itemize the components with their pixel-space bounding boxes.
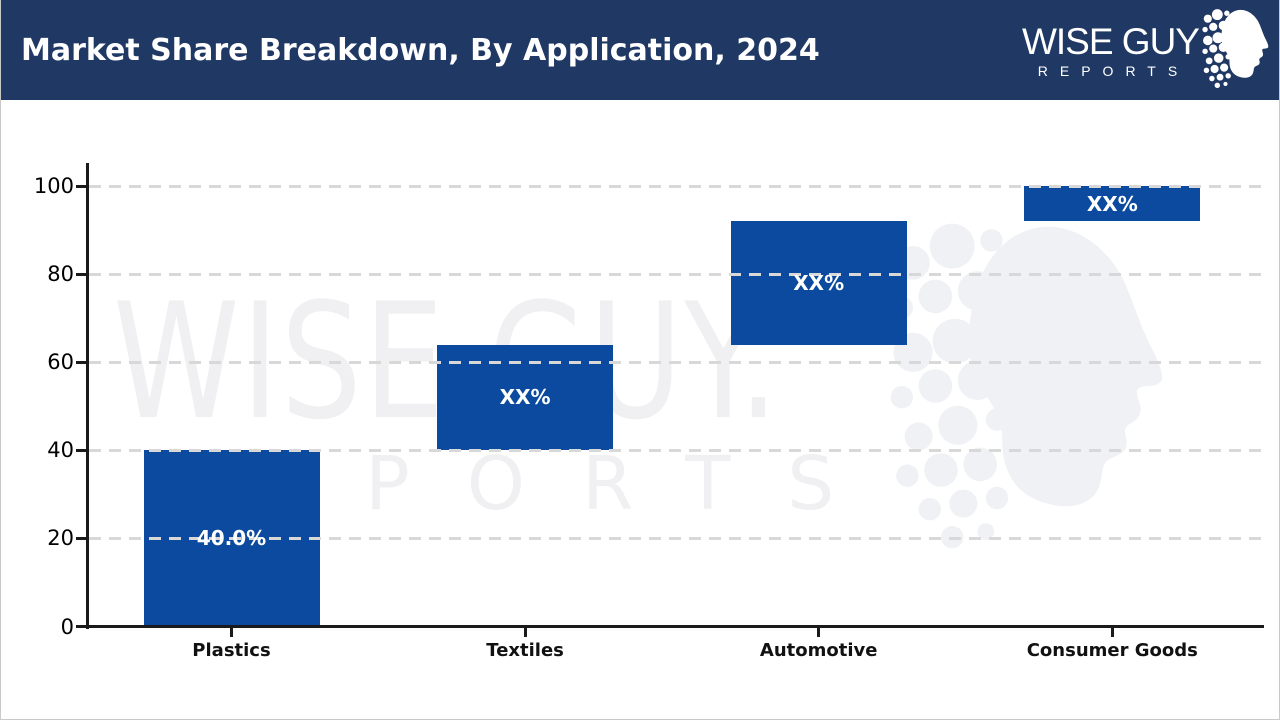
x-tick-label-0: Plastics (192, 640, 271, 661)
y-tick-label-40: 40 (47, 438, 74, 463)
x-tick-label-2: Automotive (759, 640, 878, 661)
logo-wordmark: WISE GUY (1021, 20, 1200, 62)
x-axis-line (86, 625, 1264, 628)
y-tick-40 (76, 448, 86, 452)
y-tick-label-60: 60 (47, 350, 74, 375)
y-tick-60 (76, 360, 86, 364)
wise-guy-reports-logo: WISE GUY REPORTS (1022, 0, 1269, 100)
y-tick-80 (76, 272, 86, 276)
gridline-40 (89, 448, 1264, 452)
x-tick-3 (1110, 628, 1114, 637)
y-tick-label-100: 100 (33, 174, 74, 198)
bar-label-consumer-goods: XX% (1086, 191, 1138, 216)
bar-automotive (730, 221, 907, 345)
logo-head-icon (1202, 9, 1269, 89)
x-tick-0 (230, 628, 233, 637)
y-tick-label-20: 20 (47, 526, 74, 551)
logo-subtitle: REPORTS (1037, 62, 1190, 79)
page-title: Market Share Breakdown, By Application, … (21, 32, 820, 68)
x-tick-1 (523, 628, 527, 637)
gridline-60 (89, 360, 1264, 364)
y-tick-20 (76, 536, 86, 540)
bar-label-plastics: 40.0% (196, 526, 267, 551)
bar-consumer-goods (1024, 186, 1201, 222)
gridline-20 (89, 536, 1264, 540)
bar-label-textiles: XX% (499, 385, 551, 410)
watermark-head-icon (890, 223, 1163, 549)
y-tick-label-80: 80 (47, 262, 74, 287)
x-tick-label-1: Textiles (486, 640, 564, 661)
y-axis-line (86, 163, 89, 629)
logo-text: WISE GUY REPORTS (1021, 20, 1200, 79)
bar-label-automotive: XX% (793, 270, 845, 295)
x-tick-label-3: Consumer Goods (1026, 640, 1198, 661)
x-tick-2 (817, 628, 821, 637)
gridline-80 (89, 272, 1264, 276)
header-bar: Market Share Breakdown, By Application, … (1, 0, 1279, 100)
y-tick-100 (76, 184, 86, 188)
gridline-100 (89, 184, 1264, 188)
y-tick-label-0: 0 (60, 614, 74, 639)
y-tick-0 (76, 625, 86, 628)
